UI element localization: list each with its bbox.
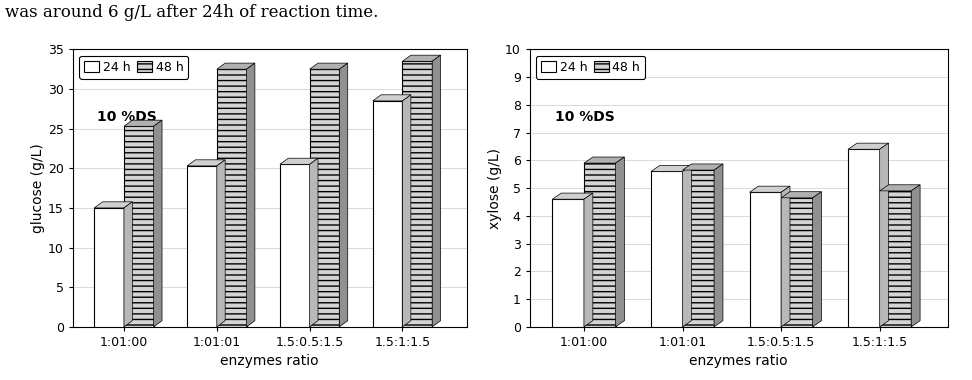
Polygon shape — [682, 164, 723, 170]
Bar — [584, 163, 615, 327]
Bar — [187, 166, 217, 327]
Polygon shape — [280, 158, 318, 164]
Polygon shape — [651, 165, 691, 171]
X-axis label: enzymes ratio: enzymes ratio — [221, 355, 319, 368]
Bar — [94, 208, 124, 327]
Polygon shape — [714, 164, 723, 327]
Polygon shape — [124, 202, 132, 327]
Polygon shape — [124, 120, 162, 126]
Polygon shape — [154, 120, 162, 327]
Polygon shape — [584, 193, 593, 327]
Polygon shape — [749, 186, 790, 192]
Bar — [781, 198, 813, 327]
Y-axis label: xylose (g/L): xylose (g/L) — [488, 147, 503, 229]
X-axis label: enzymes ratio: enzymes ratio — [689, 355, 788, 368]
Polygon shape — [849, 143, 888, 149]
Legend: 24 h, 48 h: 24 h, 48 h — [79, 55, 189, 79]
Bar — [310, 69, 339, 327]
Polygon shape — [217, 63, 255, 69]
Bar — [552, 199, 584, 327]
Bar — [402, 61, 433, 327]
Polygon shape — [373, 95, 411, 101]
Text: 10 %DS: 10 %DS — [555, 111, 614, 124]
Polygon shape — [402, 55, 440, 61]
Polygon shape — [217, 160, 226, 327]
Bar — [124, 126, 154, 327]
Polygon shape — [880, 143, 888, 327]
Polygon shape — [552, 193, 593, 199]
Bar — [849, 149, 880, 327]
Polygon shape — [781, 192, 821, 198]
Bar — [373, 101, 402, 327]
Bar — [880, 191, 911, 327]
Bar — [280, 164, 310, 327]
Polygon shape — [615, 157, 624, 327]
Polygon shape — [682, 165, 691, 327]
Polygon shape — [339, 63, 348, 327]
Polygon shape — [880, 185, 920, 191]
Text: 10 %DS: 10 %DS — [96, 111, 156, 124]
Legend: 24 h, 48 h: 24 h, 48 h — [536, 55, 645, 79]
Y-axis label: glucose (g/L): glucose (g/L) — [31, 143, 46, 233]
Bar — [682, 170, 714, 327]
Polygon shape — [433, 55, 440, 327]
Polygon shape — [310, 63, 348, 69]
Polygon shape — [584, 157, 624, 163]
Polygon shape — [911, 185, 920, 327]
Bar — [749, 192, 781, 327]
Polygon shape — [813, 192, 821, 327]
Polygon shape — [781, 186, 790, 327]
Polygon shape — [94, 202, 132, 208]
Bar — [217, 69, 247, 327]
Polygon shape — [187, 160, 226, 166]
Polygon shape — [247, 63, 255, 327]
Bar — [651, 171, 682, 327]
Polygon shape — [402, 95, 411, 327]
Text: was around 6 g/L after 24h of reaction time.: was around 6 g/L after 24h of reaction t… — [5, 4, 378, 21]
Polygon shape — [310, 158, 318, 327]
